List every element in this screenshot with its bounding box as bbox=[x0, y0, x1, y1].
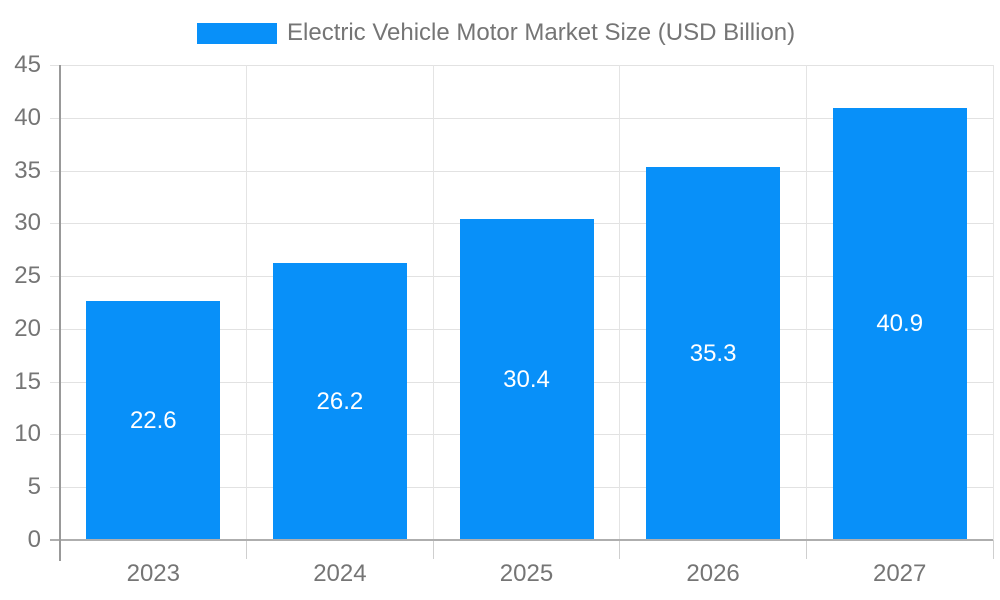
x-axis-tick bbox=[432, 540, 434, 559]
x-axis-line bbox=[50, 539, 993, 541]
gridline-horizontal bbox=[50, 65, 993, 66]
y-axis-tick-label: 5 bbox=[27, 473, 41, 501]
gridline-horizontal bbox=[50, 170, 993, 172]
gridline-vertical bbox=[619, 65, 621, 540]
y-axis-tick-label: 10 bbox=[14, 420, 41, 448]
x-axis-tick bbox=[619, 540, 621, 559]
bar-value-label: 40.9 bbox=[876, 310, 924, 338]
gridline-vertical bbox=[246, 65, 248, 540]
plot-area: 22.6 26.2 30.4 35.3 40.9 bbox=[50, 65, 994, 561]
y-axis-tick-label: 0 bbox=[27, 526, 41, 553]
legend-swatch bbox=[197, 22, 277, 44]
x-axis-tick-label: 2025 bbox=[499, 560, 554, 587]
x-axis-tick-label: 2024 bbox=[313, 560, 367, 587]
bar-value-label: 35.3 bbox=[689, 339, 737, 367]
gridline-vertical bbox=[992, 65, 994, 540]
y-axis-line bbox=[59, 65, 61, 561]
bar-2023[interactable]: 22.6 bbox=[86, 301, 221, 540]
x-axis-tick-label: 2023 bbox=[126, 560, 180, 587]
gridline-horizontal bbox=[50, 117, 993, 119]
gridline-vertical bbox=[805, 65, 807, 540]
x-axis-tick-label: 2026 bbox=[686, 560, 740, 587]
gridline-vertical bbox=[432, 65, 434, 540]
y-axis-tick-label: 25 bbox=[14, 262, 41, 290]
bar-2027[interactable]: 40.9 bbox=[832, 108, 967, 540]
x-axis-tick-label: 2027 bbox=[872, 560, 927, 587]
y-axis-tick-label: 45 bbox=[14, 51, 41, 78]
x-axis-tick bbox=[805, 540, 807, 559]
y-axis-tick-label: 40 bbox=[14, 103, 41, 131]
y-axis-tick-label: 35 bbox=[14, 156, 41, 184]
y-axis-tick-label: 30 bbox=[14, 209, 41, 237]
bar-value-label: 22.6 bbox=[129, 406, 177, 434]
y-axis-tick-label: 15 bbox=[14, 367, 41, 395]
bar-2025[interactable]: 30.4 bbox=[459, 219, 594, 540]
legend-label: Electric Vehicle Motor Market Size (USD … bbox=[287, 19, 796, 46]
x-axis-tick bbox=[246, 540, 248, 559]
bar-2026[interactable]: 35.3 bbox=[646, 167, 781, 540]
bar-2024[interactable]: 26.2 bbox=[272, 263, 407, 540]
bar-value-label: 30.4 bbox=[503, 365, 550, 393]
legend-item[interactable]: Electric Vehicle Motor Market Size (USD … bbox=[197, 17, 795, 49]
y-axis-tick-label: 20 bbox=[14, 314, 41, 342]
x-axis-tick bbox=[992, 540, 994, 559]
bar-value-label: 26.2 bbox=[316, 387, 364, 415]
